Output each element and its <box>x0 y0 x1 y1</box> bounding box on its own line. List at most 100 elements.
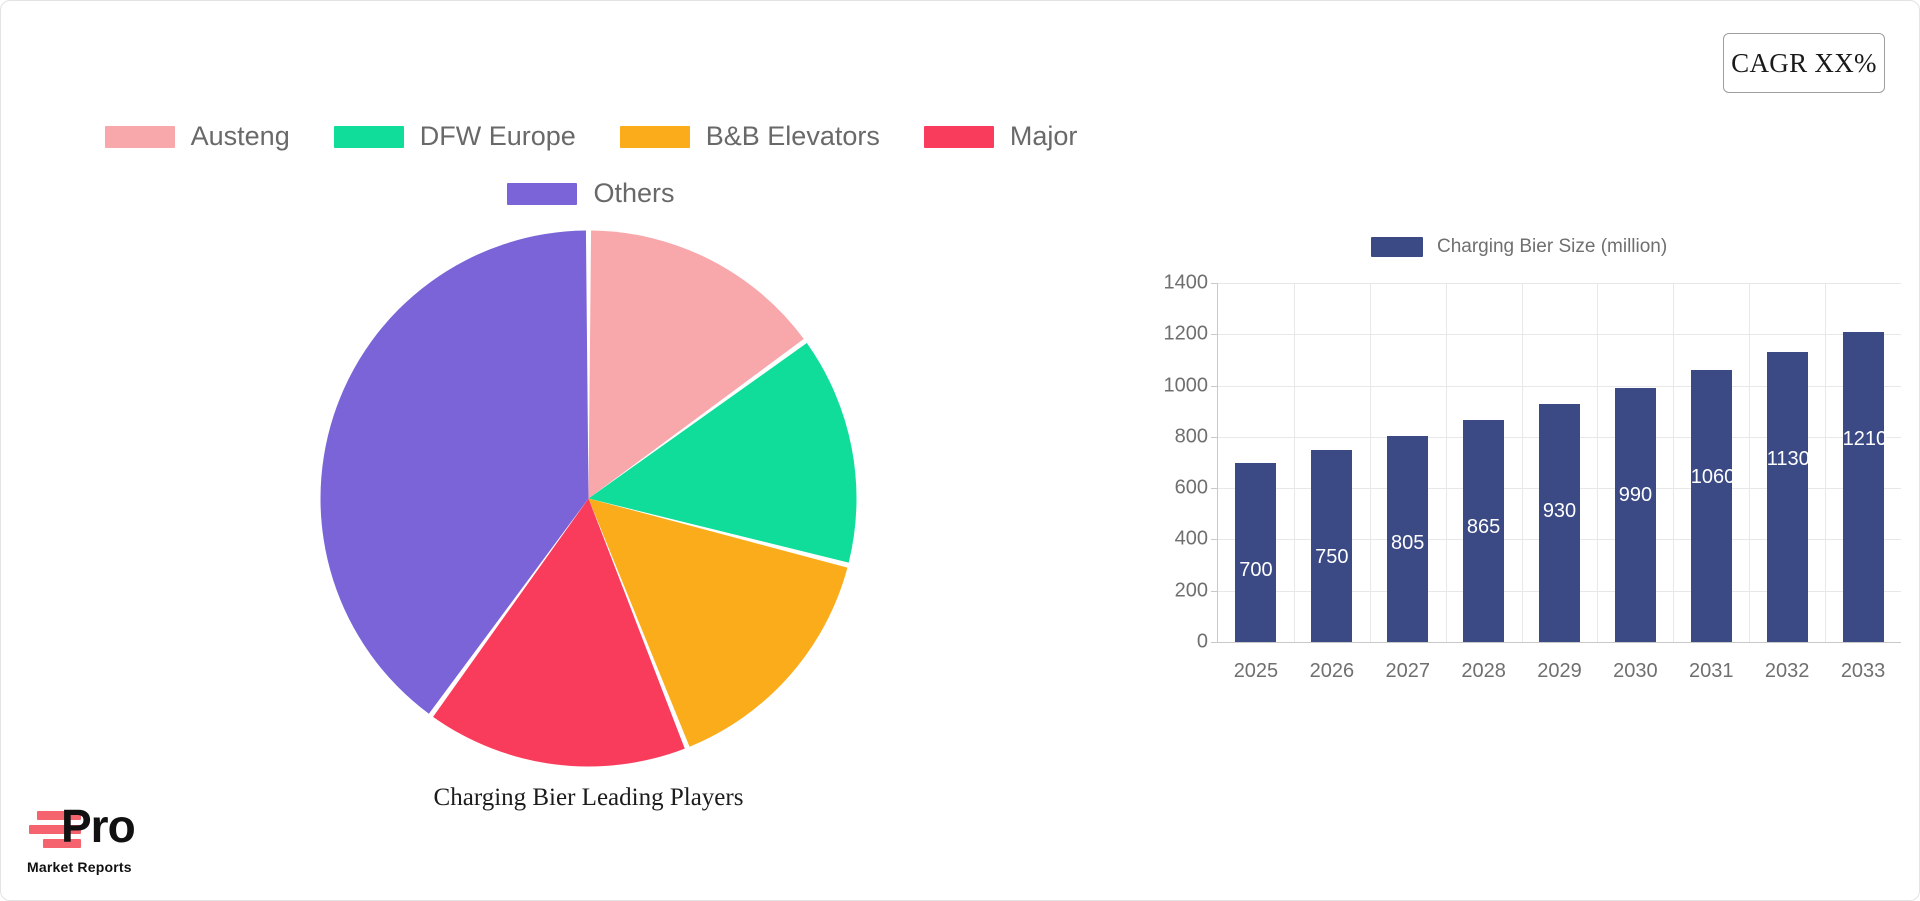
bar-slot: 1060 2031 <box>1673 283 1749 682</box>
x-axis-tick-label: 2027 <box>1385 660 1430 682</box>
bar[interactable]: 1130 <box>1766 352 1810 642</box>
bar-value-label: 990 <box>1618 484 1653 507</box>
x-axis-tick-label: 2028 <box>1461 660 1506 682</box>
pie-slice[interactable] <box>433 498 685 767</box>
y-axis-tick-mark <box>1211 436 1218 438</box>
vertical-gridline <box>1445 283 1447 642</box>
legend-swatch-icon <box>104 125 175 148</box>
y-axis-tick-mark <box>1211 642 1218 643</box>
vertical-gridline <box>1749 283 1751 642</box>
gridline <box>1218 385 1901 387</box>
pie-slice[interactable] <box>588 498 848 747</box>
x-axis-tick-label: 2032 <box>1764 660 1810 682</box>
bar[interactable]: 700 <box>1235 462 1277 642</box>
bar-value-label: 1060 <box>1690 466 1736 489</box>
y-axis-tick-label: 600 <box>1174 476 1208 499</box>
vertical-gridline <box>1673 283 1675 642</box>
logo-wordmark: Pro <box>61 800 136 852</box>
bar-slot: 990 2030 <box>1597 283 1673 682</box>
vertical-gridline <box>1293 283 1295 642</box>
legend-item-bb-elevators[interactable]: B&B Elevators <box>619 121 880 152</box>
y-axis-tick-mark <box>1211 590 1218 592</box>
legend-label: Major <box>1009 121 1078 151</box>
x-axis-tick-label: 2026 <box>1309 660 1355 682</box>
x-axis-tick-label: 2025 <box>1233 660 1279 682</box>
y-axis-tick-label: 1000 <box>1163 374 1209 397</box>
gridline <box>1218 334 1901 336</box>
bar-value-label: 1130 <box>1766 448 1810 471</box>
pie-legend: Austeng DFW Europe B&B Elevators Major O… <box>61 121 1121 209</box>
bar-value-label: 805 <box>1391 531 1425 554</box>
y-axis-tick-mark <box>1211 539 1218 541</box>
vertical-gridline <box>1521 283 1523 642</box>
pie-legend-row-2: Others <box>61 178 1121 209</box>
y-axis-tick-mark <box>1211 488 1218 490</box>
bar-slot: 930 2029 <box>1522 283 1598 682</box>
y-axis-tick-label: 0 <box>1196 630 1208 653</box>
vertical-gridline <box>1597 283 1599 642</box>
legend-item-major[interactable]: Major <box>923 121 1078 152</box>
bar-chart-axes: 0 200 400 600 800 1000 1200 1400 700 2025 750 2026… <box>1164 272 1901 682</box>
bar[interactable]: 990 <box>1614 388 1656 642</box>
legend-label: DFW Europe <box>419 121 576 151</box>
brand-logo: Pro Market Reports <box>23 801 183 881</box>
pie-slice[interactable] <box>588 343 857 563</box>
bar[interactable]: 1060 <box>1690 370 1736 642</box>
legend-item-dfw-europe[interactable]: DFW Europe <box>333 121 576 152</box>
pie-slice[interactable] <box>588 230 804 499</box>
bar-chart-plot-area: 0 200 400 600 800 1000 1200 1400 700 2025 750 2026… <box>1164 272 1901 682</box>
y-axis-tick-label: 400 <box>1174 527 1208 550</box>
pie-chart <box>316 226 861 771</box>
y-axis-tick-mark <box>1211 385 1218 387</box>
bar-chart-bars: 700 2025 750 2026 805 2027 865 2028 930 2029 990 20… <box>1218 283 1901 682</box>
gridline <box>1218 283 1901 284</box>
bar-chart-legend[interactable]: Charging Bier Size (million) <box>1371 236 1667 258</box>
bar-slot: 1130 2032 <box>1749 283 1825 682</box>
y-axis-tick-mark <box>1211 334 1218 336</box>
legend-label: Others <box>593 178 675 208</box>
bar-value-label: 930 <box>1542 499 1577 522</box>
legend-label: Austeng <box>190 121 290 151</box>
bar-slot: 700 2025 <box>1218 283 1294 682</box>
bar[interactable]: 865 <box>1463 420 1505 642</box>
pie-chart-title: Charging Bier Leading Players <box>433 784 744 811</box>
bar[interactable]: 1210 <box>1842 331 1888 642</box>
pie-chart-svg <box>320 230 857 767</box>
bar-slot: 805 2027 <box>1370 283 1446 682</box>
bar-slot: 750 2026 <box>1294 283 1370 682</box>
pie-legend-row-1: Austeng DFW Europe B&B Elevators Major <box>61 121 1121 152</box>
y-axis-tick-label: 200 <box>1174 579 1208 602</box>
legend-swatch-icon <box>923 125 994 148</box>
bar-slot: 1210 2033 <box>1825 283 1901 682</box>
bar-value-label: 1210 <box>1842 427 1888 450</box>
legend-item-others[interactable]: Others <box>507 178 675 209</box>
y-axis-tick-mark <box>1211 283 1218 284</box>
vertical-gridline <box>1369 283 1371 642</box>
y-axis-tick-label: 800 <box>1174 425 1208 448</box>
bar[interactable]: 930 <box>1539 403 1580 642</box>
cagr-badge: CAGR XX% <box>1723 33 1885 93</box>
legend-swatch-icon <box>333 125 404 148</box>
logo-speed-lines-icon <box>29 811 81 857</box>
y-axis-tick-label: 1200 <box>1163 322 1209 345</box>
x-axis-tick-label: 2033 <box>1840 660 1886 682</box>
bar-legend-label: Charging Bier Size (million) <box>1437 236 1668 257</box>
logo-tagline: Market Reports <box>27 859 132 875</box>
bar[interactable]: 750 <box>1311 449 1353 642</box>
bar-chart: Charging Bier Size (million) 0 200 400 600 8… <box>1121 236 1901 686</box>
bar-value-label: 750 <box>1315 545 1349 568</box>
legend-label: B&B Elevators <box>705 121 880 151</box>
legend-swatch-icon <box>507 182 578 205</box>
y-axis-tick-label: 1400 <box>1163 271 1209 294</box>
bar[interactable]: 805 <box>1387 435 1429 642</box>
bar-value-label: 865 <box>1466 516 1501 539</box>
bar-value-label: 700 <box>1239 558 1273 581</box>
pie-slice[interactable] <box>320 230 589 714</box>
vertical-gridline <box>1825 283 1827 642</box>
legend-swatch-icon <box>619 125 690 148</box>
x-axis-tick-label: 2030 <box>1613 660 1658 682</box>
cagr-badge-label: CAGR XX% <box>1731 47 1877 78</box>
bar-slot: 865 2028 <box>1446 283 1522 682</box>
legend-item-austeng[interactable]: Austeng <box>104 121 290 152</box>
